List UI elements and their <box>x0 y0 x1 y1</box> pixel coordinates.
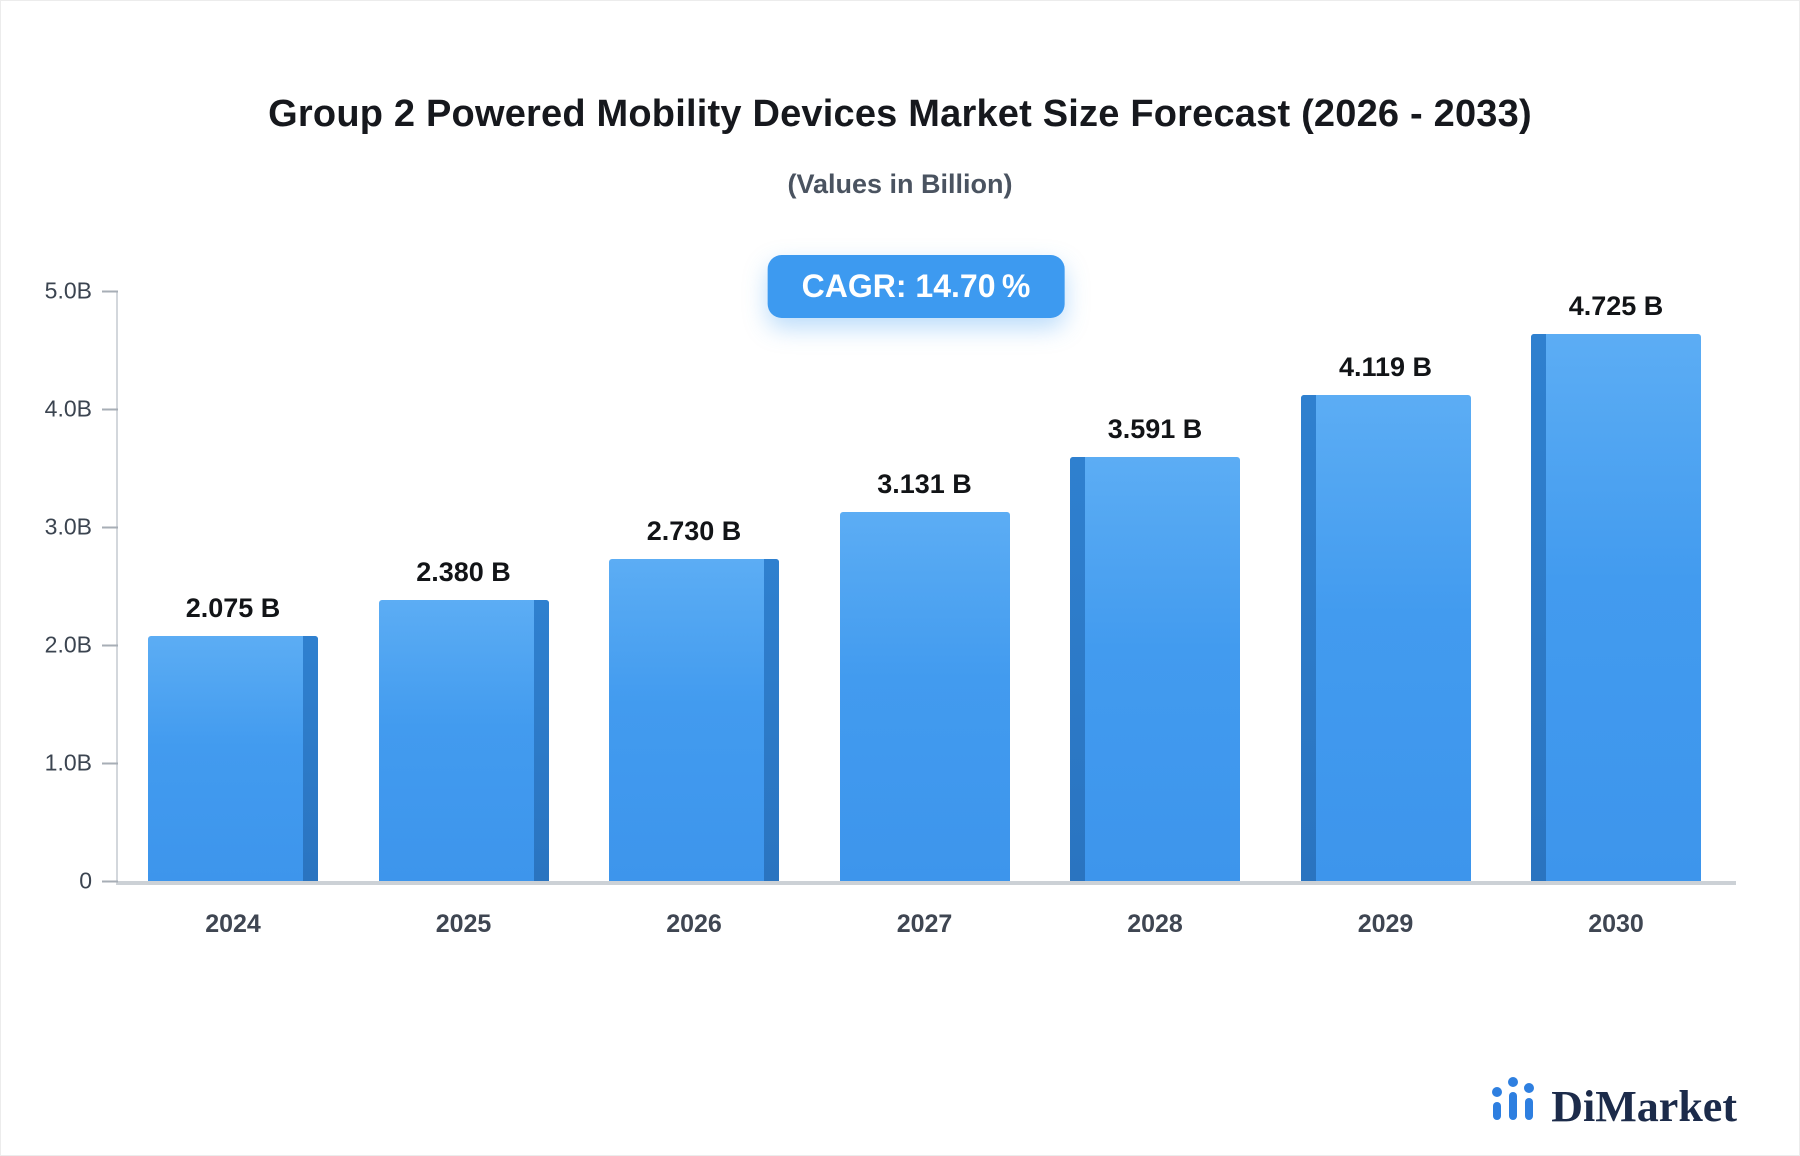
y-tick-label: 3.0B <box>44 513 92 540</box>
bar-value-label: 4.725 B <box>1568 291 1664 321</box>
y-axis: 0 1.0B 2.0B 3.0B 4.0B 5.0B <box>8 278 118 894</box>
y-tick: 3.0B <box>45 514 118 541</box>
bar-chart-icon <box>1487 1072 1539 1129</box>
bar <box>1531 334 1701 881</box>
bar <box>378 600 549 881</box>
dimarket-logo: DiMarket <box>1487 1072 1737 1129</box>
x-axis-label: 2024 <box>205 910 261 938</box>
y-tick-label: 4.0B <box>44 395 92 422</box>
bar <box>609 558 779 882</box>
bar-value-label: 4.119 B <box>1338 351 1433 382</box>
y-tick-label: 2.0B <box>44 631 92 658</box>
x-axis-label: 2030 <box>1588 910 1644 938</box>
x-axis-label: 2029 <box>1357 910 1414 938</box>
cagr-badge: CAGR: 14.70 % <box>767 255 1065 318</box>
y-tick: 5.0B <box>45 278 118 305</box>
bar <box>839 511 1010 881</box>
y-tick-mark <box>102 526 118 528</box>
x-axis-label: 2026 <box>666 910 722 938</box>
y-tick-label: 5.0B <box>44 277 92 304</box>
bar-group: 4.119 B 2029 <box>1300 291 1471 938</box>
y-tick: 4.0B <box>45 396 118 423</box>
y-tick: 2.0B <box>45 632 118 659</box>
bars: 2.075 B 2024 2.380 B 2025 2.730 B 2026 3.131 B… <box>148 291 1701 938</box>
bar-group: 2.380 B 2025 <box>378 291 549 938</box>
page-title: Group 2 Powered Mobility Devices Market … <box>268 93 1532 135</box>
y-tick: 0 <box>79 868 118 895</box>
x-axis-label: 2027 <box>896 910 953 938</box>
bar-value-label: 2.730 B <box>646 515 742 546</box>
x-axis-label: 2025 <box>435 910 492 938</box>
bar-group: 2.075 B 2024 <box>148 291 318 938</box>
bar <box>148 636 318 881</box>
y-tick-label: 1.0B <box>44 749 92 776</box>
bar-value-label: 3.591 B <box>1107 414 1203 445</box>
bar-group: 3.131 B 2027 <box>839 291 1010 938</box>
y-tick-mark <box>102 408 118 410</box>
y-tick-mark <box>102 880 118 882</box>
bar-chart: 0 1.0B 2.0B 3.0B 4.0B 5.0B 2.075 B 2024 2.380 B… <box>45 251 1751 951</box>
plot-area: 0 1.0B 2.0B 3.0B 4.0B 5.0B 2.075 B 2024 2.380 B… <box>45 278 1736 938</box>
y-tick-mark <box>102 290 118 292</box>
bar <box>1300 394 1471 882</box>
y-tick-label: 0 <box>79 867 92 894</box>
bar-value-label: 2.380 B <box>416 557 511 588</box>
bar-group: 3.591 B 2028 <box>1070 291 1240 938</box>
y-tick: 1.0B <box>45 750 118 777</box>
bar-group: 4.725 B 2030 <box>1531 291 1701 938</box>
x-axis-label: 2028 <box>1127 910 1183 938</box>
bar-value-label: 2.075 B <box>185 593 281 624</box>
chart-subtitle: (Values in Billion) <box>787 169 1013 199</box>
y-tick-mark <box>102 644 118 646</box>
bar-value-label: 3.131 B <box>877 468 972 499</box>
y-tick-mark <box>102 762 118 764</box>
bar-group: 2.730 B 2026 <box>609 291 779 938</box>
bar <box>1070 457 1240 881</box>
logo-text: DiMarket <box>1551 1082 1737 1131</box>
